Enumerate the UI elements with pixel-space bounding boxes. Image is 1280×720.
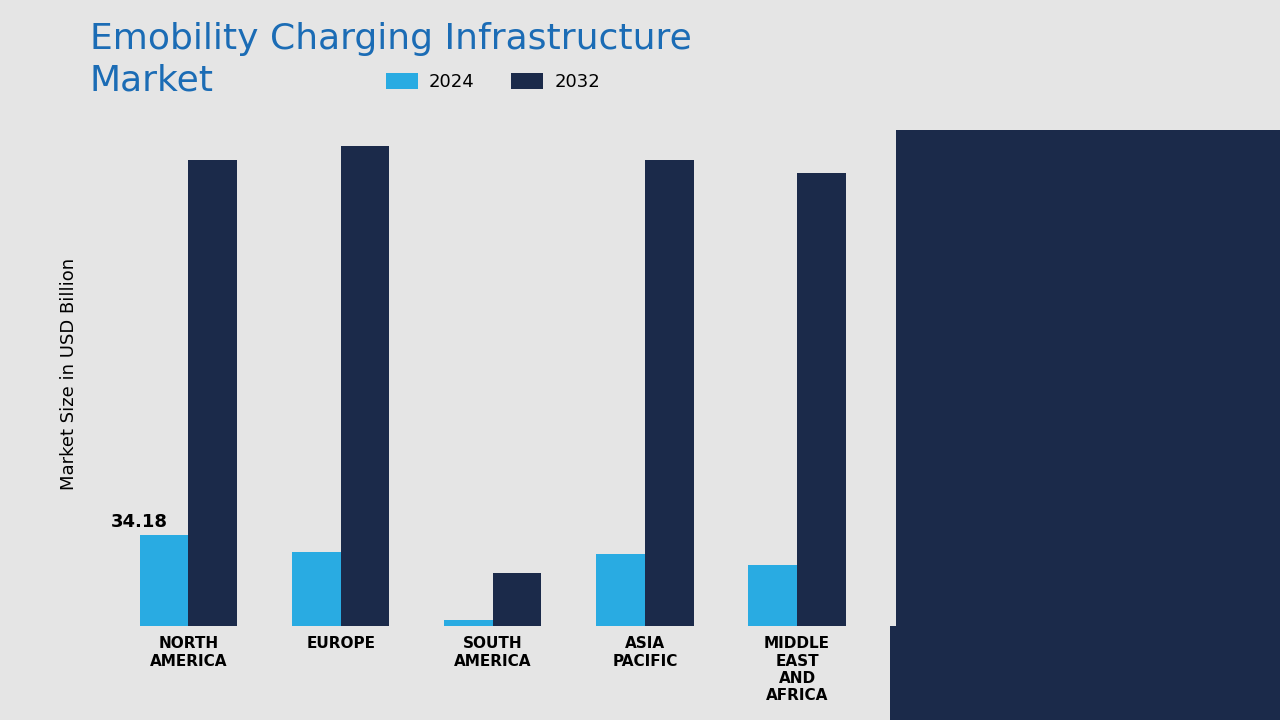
Text: 34.18: 34.18	[111, 513, 168, 531]
Text: Emobility Charging Infrastructure
Market: Emobility Charging Infrastructure Market	[90, 22, 691, 98]
Bar	[493, 573, 541, 626]
Bar	[340, 146, 389, 626]
Y-axis label: Market Size in USD Billion: Market Size in USD Billion	[60, 258, 78, 490]
Bar	[444, 620, 493, 626]
Bar	[797, 173, 846, 626]
Bar	[749, 565, 797, 626]
Bar	[645, 160, 694, 626]
Bar	[292, 552, 340, 626]
Legend: 2024, 2032: 2024, 2032	[379, 66, 607, 99]
Bar	[188, 160, 237, 626]
Bar	[596, 554, 645, 626]
Bar	[140, 535, 188, 626]
